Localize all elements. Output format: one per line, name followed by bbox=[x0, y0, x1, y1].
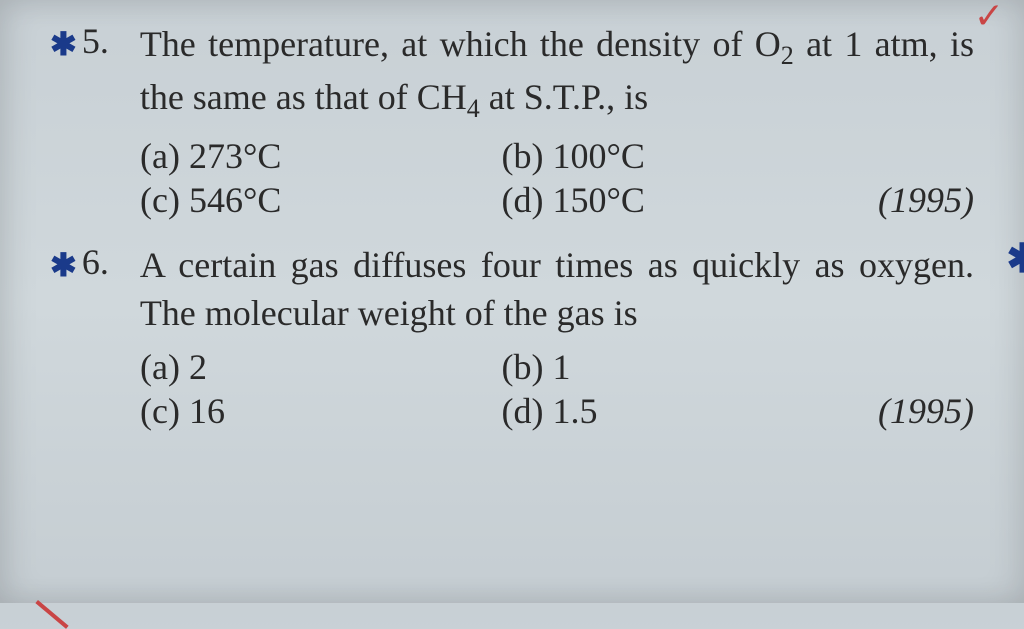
question-year: (1995) bbox=[863, 390, 974, 432]
option-b: (b) 100°C bbox=[502, 135, 864, 177]
options-grid: (a) 2 (b) 1 (c) 16 (d) 1.5 (1995) bbox=[140, 346, 974, 432]
year-spacer bbox=[863, 135, 974, 177]
question-number: 6. bbox=[82, 241, 122, 283]
option-d: (d) 150°C bbox=[502, 179, 864, 221]
option-d: (d) 1.5 bbox=[502, 390, 864, 432]
question-5: ✱ 5. The temperature, at which the densi… bbox=[50, 20, 974, 221]
question-header: ✱ 5. The temperature, at which the densi… bbox=[50, 20, 974, 127]
question-text: The temperature, at which the density of… bbox=[140, 20, 974, 127]
question-text: A certain gas diffuses four times as qui… bbox=[140, 241, 974, 338]
option-a: (a) 273°C bbox=[140, 135, 502, 177]
question-number: 5. bbox=[82, 20, 122, 62]
year-spacer bbox=[863, 346, 974, 388]
options-grid: (a) 273°C (b) 100°C (c) 546°C (d) 150°C … bbox=[140, 135, 974, 221]
option-c: (c) 16 bbox=[140, 390, 502, 432]
star-icon: ✱ bbox=[50, 249, 77, 281]
right-margin-star-icon: ✱1 bbox=[1006, 235, 1024, 289]
option-c: (c) 546°C bbox=[140, 179, 502, 221]
red-pen-mark bbox=[35, 557, 104, 629]
question-year: (1995) bbox=[863, 179, 974, 221]
option-b: (b) 1 bbox=[502, 346, 864, 388]
red-checkmark: ✓ bbox=[974, 0, 1004, 37]
question-6: ✱ 6. A certain gas diffuses four times a… bbox=[50, 241, 974, 432]
option-a: (a) 2 bbox=[140, 346, 502, 388]
star-icon: ✱ bbox=[50, 28, 77, 60]
question-header: ✱ 6. A certain gas diffuses four times a… bbox=[50, 241, 974, 338]
